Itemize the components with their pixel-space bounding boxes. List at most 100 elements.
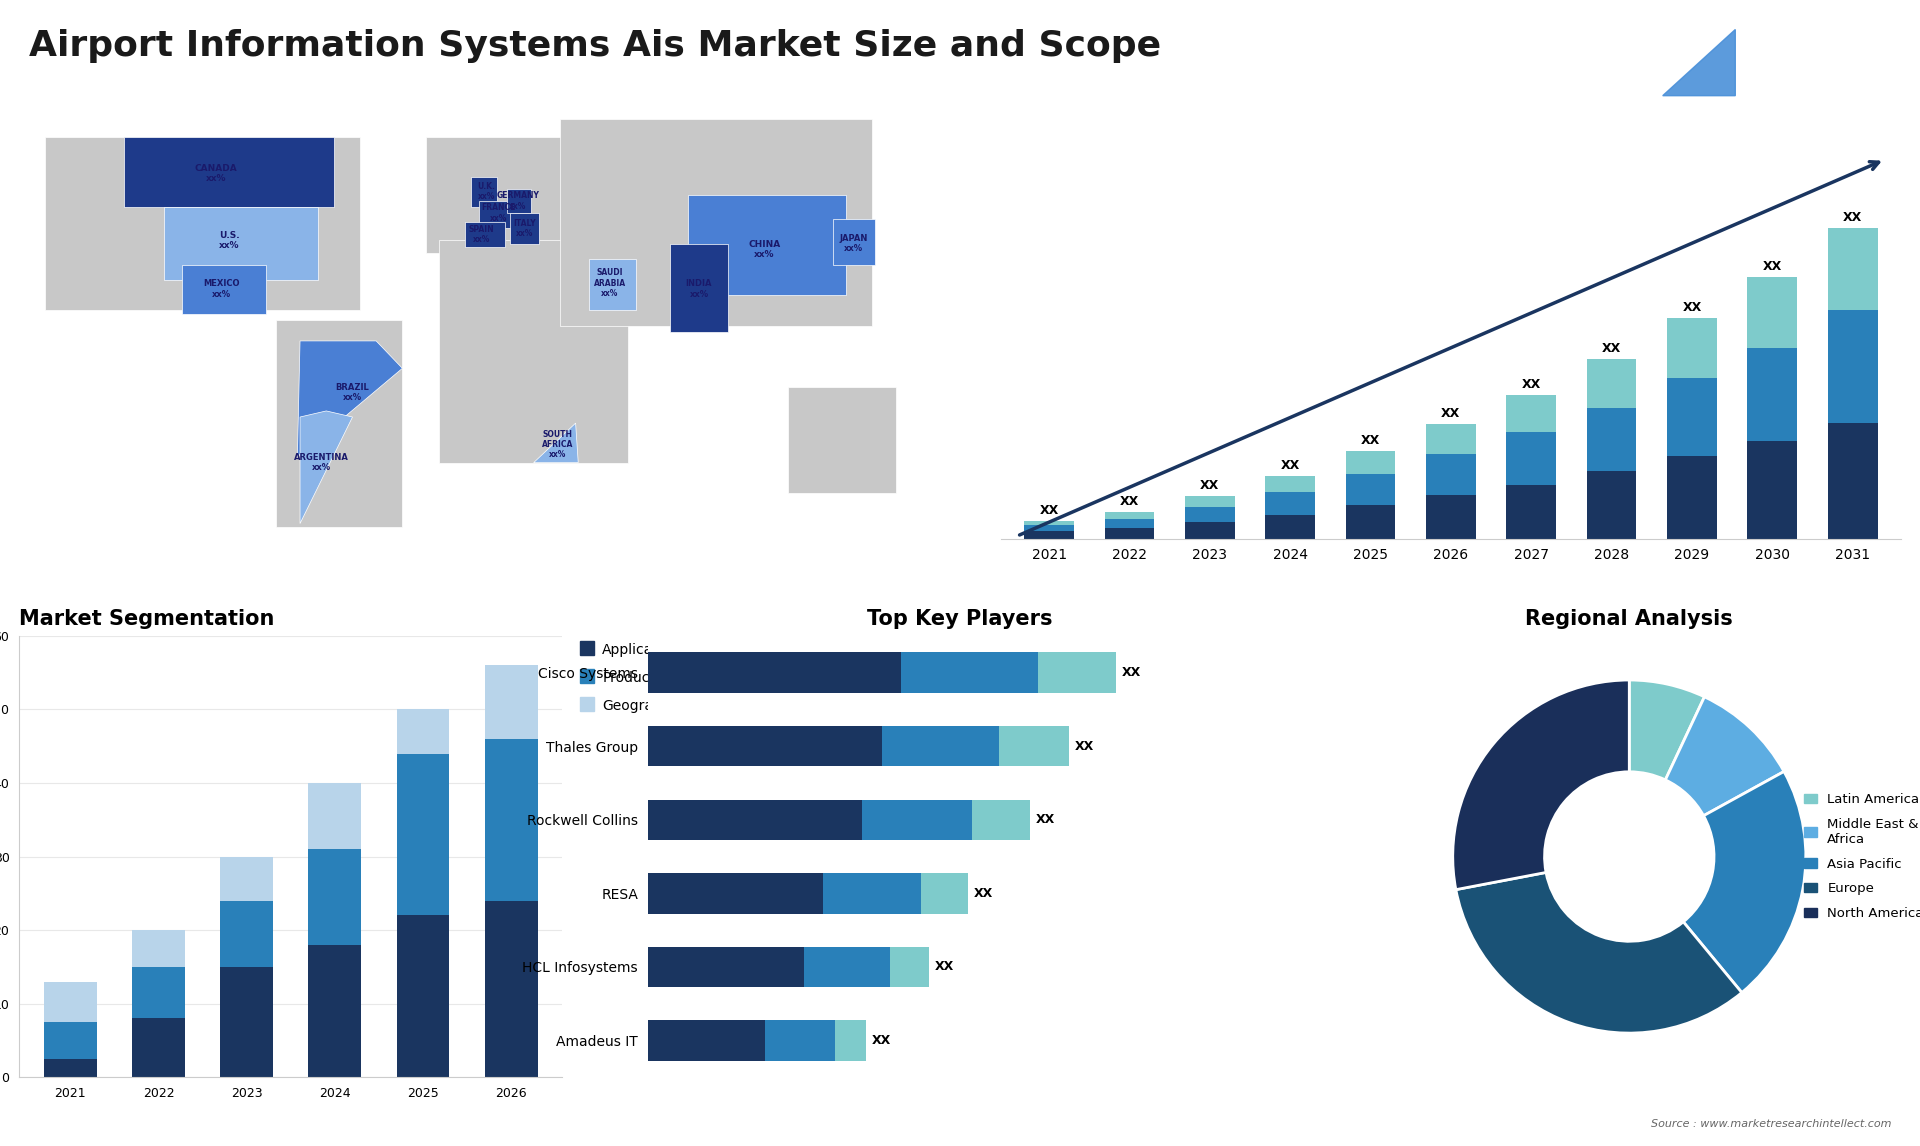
Bar — [1104, 519, 1154, 528]
Polygon shape — [426, 138, 622, 252]
Polygon shape — [561, 119, 872, 325]
Bar — [824, 873, 922, 913]
Title: Top Key Players: Top Key Players — [868, 609, 1052, 629]
Bar — [902, 652, 1039, 693]
Bar — [132, 1019, 184, 1077]
Bar — [1507, 432, 1555, 485]
Bar — [1667, 317, 1716, 378]
Bar — [1104, 528, 1154, 539]
Polygon shape — [670, 243, 728, 332]
Polygon shape — [276, 320, 403, 527]
Bar — [647, 1020, 764, 1061]
Text: Airport Information Systems Ais Market Size and Scope: Airport Information Systems Ais Market S… — [29, 29, 1162, 63]
Bar — [44, 1022, 96, 1059]
Text: CHINA
xx%: CHINA xx% — [749, 240, 781, 259]
Bar — [221, 901, 273, 967]
Bar — [1586, 408, 1636, 471]
Bar — [1346, 505, 1396, 539]
Text: XX: XX — [935, 960, 954, 973]
Text: RESEARCH: RESEARCH — [1763, 64, 1820, 74]
Bar — [1023, 520, 1073, 525]
Wedge shape — [1455, 872, 1741, 1033]
Legend: Application, Product, Geography: Application, Product, Geography — [580, 643, 680, 713]
Bar — [998, 725, 1069, 767]
Text: SOUTH
AFRICA
xx%: SOUTH AFRICA xx% — [541, 430, 572, 460]
Text: XX: XX — [1075, 739, 1094, 753]
Bar — [132, 967, 184, 1019]
Bar — [1747, 441, 1797, 539]
Text: BRAZIL
xx%: BRAZIL xx% — [336, 383, 369, 402]
Wedge shape — [1453, 680, 1630, 889]
Text: XX: XX — [973, 887, 993, 900]
Bar — [1747, 276, 1797, 347]
Bar — [1586, 471, 1636, 539]
Bar — [1667, 456, 1716, 539]
Text: XX: XX — [1843, 211, 1862, 225]
Bar — [889, 947, 929, 987]
Text: ITALY
xx%: ITALY xx% — [513, 219, 536, 238]
Bar — [1265, 476, 1315, 493]
Bar — [484, 739, 538, 901]
Polygon shape — [298, 340, 403, 456]
Text: Source : www.marketresearchintellect.com: Source : www.marketresearchintellect.com — [1651, 1118, 1891, 1129]
Bar — [1346, 452, 1396, 473]
Text: XX: XX — [1121, 666, 1140, 680]
Text: XX: XX — [1119, 495, 1139, 508]
Text: XX: XX — [1200, 479, 1219, 493]
Bar — [922, 873, 968, 913]
Text: INDIA
xx%: INDIA xx% — [685, 280, 712, 299]
Text: JAPAN
xx%: JAPAN xx% — [839, 234, 868, 253]
Polygon shape — [1644, 30, 1716, 96]
Text: MARKET: MARKET — [1763, 40, 1807, 50]
Bar — [972, 800, 1031, 840]
Polygon shape — [470, 176, 497, 207]
Bar — [1185, 508, 1235, 523]
Text: MEXICO
xx%: MEXICO xx% — [204, 280, 240, 299]
Text: U.S.
xx%: U.S. xx% — [219, 230, 240, 250]
Bar — [1427, 454, 1476, 495]
Bar — [397, 754, 449, 916]
Polygon shape — [163, 207, 319, 280]
Bar — [764, 1020, 835, 1061]
Bar — [1185, 496, 1235, 508]
Bar — [647, 800, 862, 840]
Polygon shape — [789, 386, 897, 493]
Bar — [221, 967, 273, 1077]
Text: XX: XX — [1361, 434, 1380, 447]
Bar — [1185, 523, 1235, 539]
Wedge shape — [1630, 680, 1705, 780]
Text: XX: XX — [1521, 378, 1542, 391]
Bar — [484, 901, 538, 1077]
Bar — [1828, 423, 1878, 539]
Bar — [44, 982, 96, 1022]
Text: Market Segmentation: Market Segmentation — [19, 609, 275, 629]
Bar — [309, 783, 361, 849]
Text: XX: XX — [1763, 260, 1782, 273]
Text: XX: XX — [1281, 460, 1300, 472]
Bar — [647, 947, 804, 987]
Text: GERMANY
xx%: GERMANY xx% — [497, 191, 540, 211]
Bar — [1427, 424, 1476, 454]
Polygon shape — [507, 189, 532, 213]
Polygon shape — [125, 138, 334, 207]
Bar — [1346, 473, 1396, 505]
Bar — [1667, 378, 1716, 456]
Bar — [1265, 493, 1315, 515]
Bar — [862, 800, 972, 840]
Polygon shape — [589, 259, 636, 311]
Bar — [1427, 495, 1476, 539]
Bar — [1039, 652, 1116, 693]
Polygon shape — [534, 423, 578, 463]
Bar — [647, 873, 824, 913]
Text: XX: XX — [1037, 814, 1056, 826]
Polygon shape — [465, 222, 505, 246]
Bar — [1023, 532, 1073, 539]
Text: ARGENTINA
xx%: ARGENTINA xx% — [294, 453, 348, 472]
Wedge shape — [1684, 771, 1807, 992]
Text: INTELLECT: INTELLECT — [1763, 88, 1820, 99]
Polygon shape — [46, 138, 361, 311]
Polygon shape — [833, 219, 876, 265]
Bar — [1747, 347, 1797, 441]
Polygon shape — [478, 201, 515, 228]
Text: XX: XX — [1682, 301, 1701, 314]
